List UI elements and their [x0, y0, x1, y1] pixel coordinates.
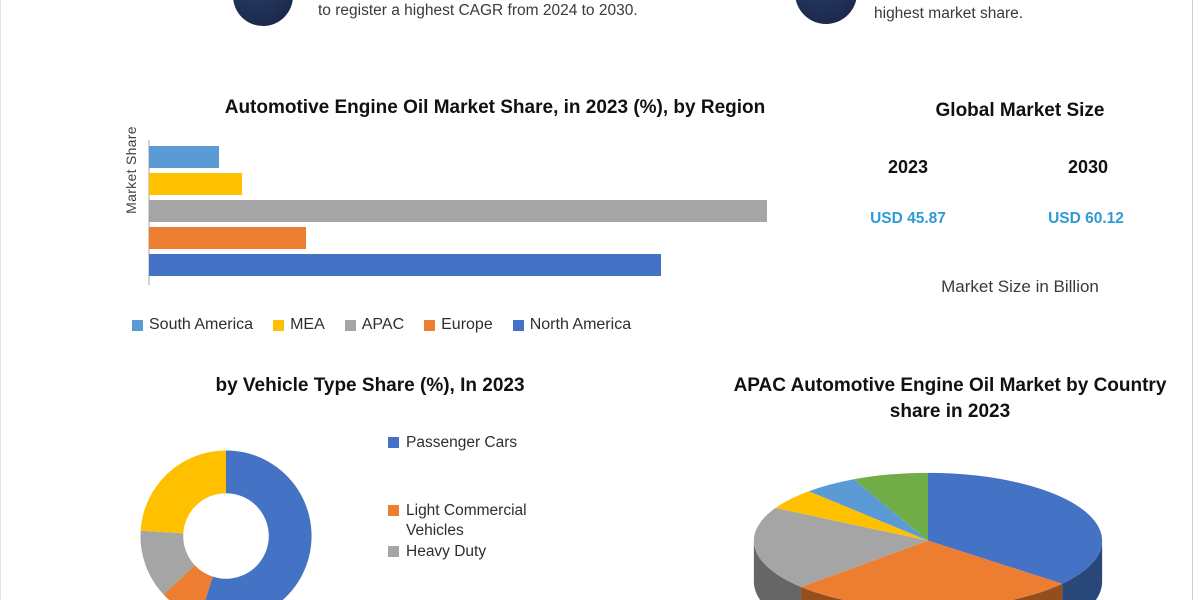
apac-pie-chart	[738, 470, 1118, 600]
legend-spacer	[388, 453, 568, 501]
donut-svg	[140, 450, 312, 600]
region-bar-row	[149, 200, 789, 222]
region-chart-title: Automotive Engine Oil Market Share, in 2…	[224, 97, 766, 118]
region-chart-bars	[149, 146, 789, 281]
global-market-size-value-2030: USD 60.12	[1048, 210, 1124, 227]
pie-segment-side	[801, 583, 1063, 600]
legend-item-light-commercial-vehicles: Light Commercial Vehicles	[388, 501, 568, 541]
region-bar	[149, 146, 220, 168]
pie-segment-top	[753, 507, 928, 587]
region-legend-item: South America	[132, 316, 253, 334]
legend-label: APAC	[361, 316, 405, 333]
donut-segment	[140, 450, 226, 534]
legend-swatch-icon	[388, 546, 399, 558]
pie-segment-top	[928, 472, 1103, 584]
legend-item-heavy-duty: Heavy Duty	[388, 542, 568, 562]
region-bar-chart: Market Share	[112, 126, 792, 285]
global-market-size-year-2023: 2023	[887, 157, 929, 177]
legend-swatch-icon	[344, 319, 356, 331]
legend-label: Passenger Cars	[406, 434, 518, 451]
region-legend-item: Europe	[424, 316, 493, 334]
pie-segment-side	[1062, 540, 1103, 600]
legend-swatch-icon	[273, 319, 285, 331]
page-left-border	[0, 0, 1, 600]
page-right-border	[1192, 0, 1193, 600]
region-bar-row	[149, 254, 789, 276]
vehicle-type-legend: Passenger Cars Light Commercial Vehicles…	[388, 433, 568, 562]
pie-segment-top	[853, 472, 928, 541]
global-market-size-year-2030: 2030	[1067, 157, 1109, 177]
region-legend-item: APAC	[344, 316, 405, 334]
legend-label: South America	[149, 316, 254, 333]
region-bar	[149, 200, 767, 222]
vehicle-type-donut-chart	[133, 443, 319, 600]
legend-swatch-icon	[388, 504, 399, 516]
pie3d-svg	[753, 472, 1103, 600]
pie-segment-side	[753, 540, 802, 600]
legend-label: Europe	[441, 316, 493, 333]
navy-circle-badge-right	[795, 0, 857, 24]
donut-segment	[205, 450, 312, 600]
legend-swatch-icon	[388, 437, 399, 448]
legend-swatch-icon	[132, 319, 143, 331]
donut-segment	[140, 530, 195, 595]
region-bar-row	[149, 227, 789, 249]
legend-swatch-icon	[512, 319, 524, 331]
pie-segment-top	[808, 479, 928, 541]
region-bar-row	[149, 146, 789, 168]
global-market-size-footnote: Market Size in Billion	[941, 277, 1099, 296]
region-legend-item: North America	[512, 316, 632, 334]
donut-segment	[163, 565, 213, 600]
global-market-size-title: Global Market Size	[935, 100, 1105, 121]
global-market-size-value-2023: USD 45.87	[870, 210, 946, 227]
navy-circle-badge-left	[233, 0, 293, 26]
pie-segment-top	[775, 491, 928, 541]
region-bar	[149, 227, 306, 249]
region-chart-legend: South America MEA APAC Europe North America	[132, 316, 792, 334]
region-chart-y-axis-line	[148, 140, 150, 285]
region-legend-item: MEA	[273, 316, 325, 334]
legend-label: MEA	[290, 316, 325, 333]
legend-label: Heavy Duty	[406, 543, 487, 561]
legend-swatch-icon	[424, 319, 436, 331]
vehicle-type-chart-title: by Vehicle Type Share (%), In 2023	[215, 375, 525, 396]
banner-caption-left: to register a highest CAGR from 2024 to …	[318, 2, 638, 19]
region-bar	[149, 254, 661, 276]
legend-label: Light Commercial Vehicles	[406, 501, 527, 539]
apac-chart-title: APAC Automotive Engine Oil Market by Cou…	[733, 375, 1167, 422]
region-bar-row	[149, 173, 789, 195]
banner-caption-right: highest market share.	[874, 5, 1024, 22]
legend-item-passenger-cars: Passenger Cars	[388, 433, 568, 453]
region-bar	[149, 173, 242, 195]
region-chart-y-axis-label: Market Share	[123, 126, 139, 214]
legend-label: North America	[529, 316, 632, 333]
pie-segment-top	[801, 540, 1063, 600]
